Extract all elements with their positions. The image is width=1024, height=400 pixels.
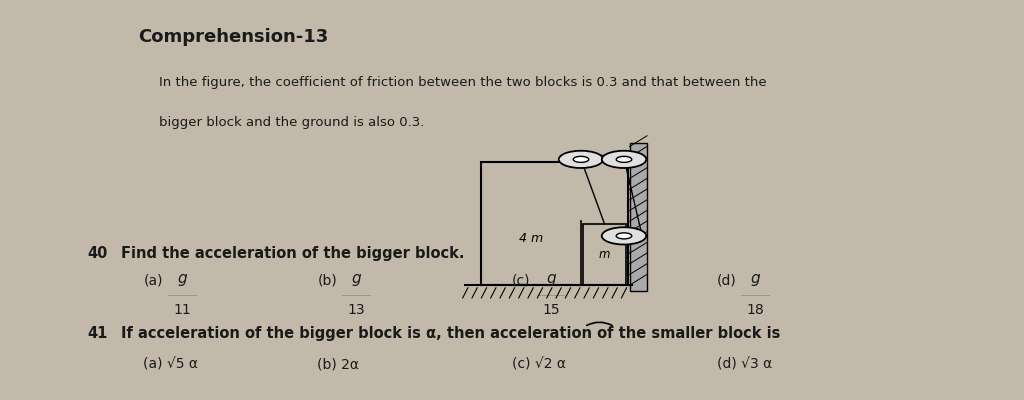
- Text: 40: 40: [87, 246, 108, 261]
- Text: 4 m: 4 m: [519, 232, 543, 245]
- Circle shape: [559, 151, 603, 168]
- Circle shape: [616, 156, 632, 162]
- Text: (c) √2 α: (c) √2 α: [512, 357, 566, 371]
- Circle shape: [602, 227, 646, 244]
- Text: (a) √5 α: (a) √5 α: [143, 357, 199, 371]
- Text: 18: 18: [746, 303, 765, 317]
- Text: (a): (a): [143, 273, 163, 287]
- Text: g: g: [751, 270, 761, 286]
- Text: g: g: [546, 270, 556, 286]
- Text: In the figure, the coefficient of friction between the two blocks is 0.3 and tha: In the figure, the coefficient of fricti…: [159, 76, 766, 89]
- Circle shape: [602, 151, 646, 168]
- Text: g: g: [177, 270, 187, 286]
- Text: Find the acceleration of the bigger block.: Find the acceleration of the bigger bloc…: [121, 246, 464, 261]
- Text: m: m: [599, 248, 610, 261]
- Text: (c): (c): [512, 273, 530, 287]
- Text: bigger block and the ground is also 0.3.: bigger block and the ground is also 0.3.: [159, 116, 424, 129]
- Circle shape: [616, 233, 632, 239]
- Text: If acceleration of the bigger block is α, then acceleration of the smaller block: If acceleration of the bigger block is α…: [121, 326, 780, 341]
- Text: (d): (d): [717, 273, 736, 287]
- Text: 13: 13: [347, 303, 366, 317]
- Bar: [630, 144, 647, 291]
- Circle shape: [573, 156, 589, 162]
- Text: (d) √3 α: (d) √3 α: [717, 357, 772, 371]
- Text: g: g: [351, 270, 361, 286]
- Text: 15: 15: [542, 303, 560, 317]
- Text: Comprehension-13: Comprehension-13: [138, 28, 329, 46]
- Text: (b): (b): [317, 273, 337, 287]
- Text: (b) 2α: (b) 2α: [317, 357, 359, 371]
- Text: 11: 11: [173, 303, 191, 317]
- Text: 41: 41: [87, 326, 108, 341]
